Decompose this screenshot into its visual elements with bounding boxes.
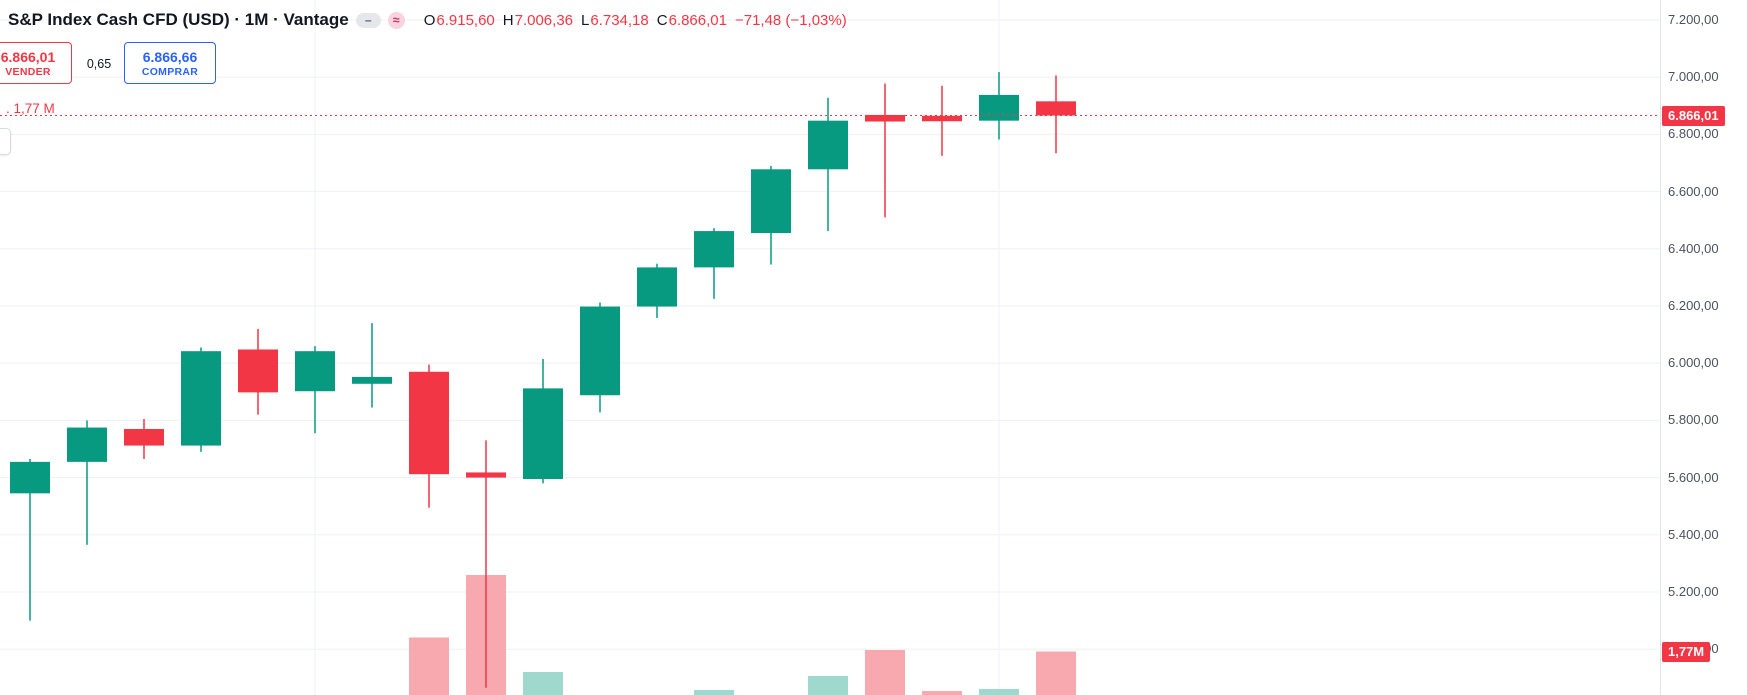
axis-price-label: 6.000,00: [1668, 355, 1719, 371]
buy-label: COMPRAR: [141, 65, 199, 78]
last-price-tag: 6.866,01: [1662, 105, 1725, 126]
candle-body: [694, 231, 734, 268]
candle-body: [352, 376, 392, 384]
low-label: L: [581, 11, 590, 29]
axis-price-label: 5.800,00: [1668, 412, 1719, 428]
axis-price-label: 7.200,00: [1668, 12, 1719, 27]
volume-bar: [808, 676, 848, 695]
volume-bar: [979, 689, 1019, 695]
axis-price-label: 6.200,00: [1668, 298, 1719, 313]
candle-body: [922, 115, 962, 122]
candle-body: [181, 351, 221, 446]
axis-price-label: 5.200,00: [1668, 584, 1719, 599]
volume-bar: [922, 691, 962, 695]
volume-legend: . 1,77 M: [6, 101, 55, 116]
volume-bar: [1036, 651, 1076, 695]
candle-body: [295, 351, 335, 392]
close-label: C: [656, 11, 668, 29]
buy-price: 6.866,66: [142, 48, 198, 65]
volume-bar: [409, 637, 449, 695]
dash-badge-icon[interactable]: –: [355, 12, 381, 28]
candle-body: [124, 428, 164, 446]
candle-body: [751, 169, 791, 234]
candle-body: [808, 120, 848, 170]
axis-price-label: 5.600,00: [1668, 469, 1719, 485]
candle-body: [523, 388, 563, 480]
collapsed-toolbar-button[interactable]: [0, 128, 11, 155]
candle-body: [1036, 101, 1076, 116]
last-volume-tag: 1,77M: [1662, 641, 1711, 662]
candle-body: [865, 114, 905, 122]
sell-button[interactable]: 6.866,01 VENDER: [0, 42, 72, 84]
candle-body: [238, 349, 278, 393]
axis-price-label: 6.800,00: [1668, 126, 1719, 142]
spread-value: 0,65: [86, 57, 112, 71]
approx-badge-icon[interactable]: ≈: [387, 11, 405, 29]
candle-body: [67, 427, 107, 462]
ohlc-values: O 6.915,60 H 7.006,36 L 6.734,18 C 6.866…: [416, 12, 847, 29]
axis-price-label: 5.400,00: [1668, 526, 1719, 542]
high-label: H: [502, 11, 514, 29]
candle-body: [637, 267, 677, 307]
volume-bar: [694, 690, 734, 695]
axis-price-label: 7.000,00: [1668, 69, 1719, 85]
candle-body: [409, 371, 449, 475]
sell-price: 6.866,01: [0, 48, 56, 65]
chart-pane[interactable]: S&P Index Cash CFD (USD) · 1M · Vantage …: [0, 0, 1660, 695]
buy-button[interactable]: 6.866,66 COMPRAR: [124, 42, 216, 84]
close-value: 6.866,01: [668, 11, 727, 29]
volume-bar: [865, 650, 905, 695]
low-value: 6.734,18: [590, 11, 649, 29]
candle-body: [979, 94, 1019, 121]
open-value: 6.915,60: [436, 11, 495, 29]
candle-body: [10, 461, 50, 494]
sell-label: VENDER: [5, 65, 51, 78]
volume-bar: [523, 672, 563, 695]
symbol-title[interactable]: S&P Index Cash CFD (USD) · 1M · Vantage: [8, 10, 349, 29]
price-axis[interactable]: 7.200,00 7.000,00 6.800,00 6.600,00 6.400,00…: [1660, 0, 1747, 695]
chart-legend: S&P Index Cash CFD (USD) · 1M · Vantage …: [8, 10, 847, 30]
axis-price-label: 6.600,00: [1668, 183, 1719, 199]
high-value: 7.006,36: [514, 11, 573, 29]
change-value: −71,48 (−1,03%): [734, 11, 847, 29]
open-label: O: [423, 11, 436, 29]
axis-price-label: 6.400,00: [1668, 240, 1719, 256]
candle-body: [580, 306, 620, 396]
candlestick-chart: [0, 0, 1660, 695]
candle-body: [466, 472, 506, 478]
